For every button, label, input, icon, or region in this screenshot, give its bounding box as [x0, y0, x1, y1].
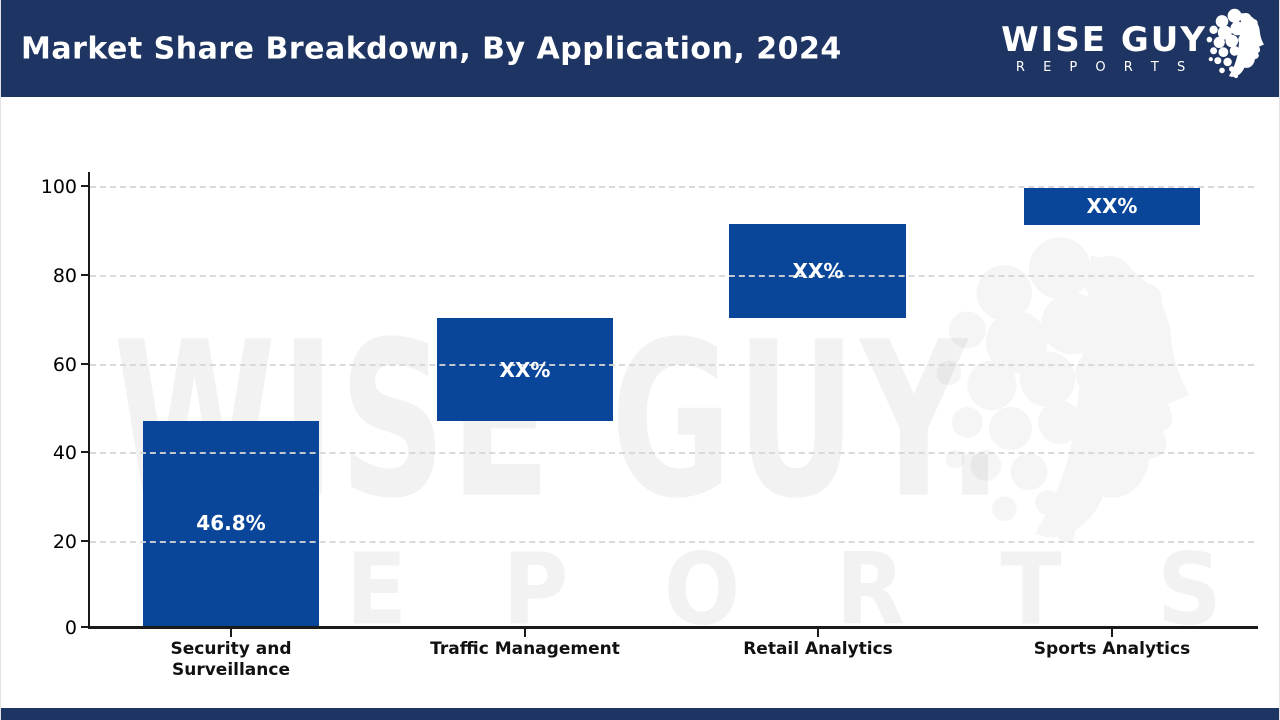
y-axis-spine [88, 172, 90, 629]
x-axis-spine [88, 626, 1258, 629]
x-category-label: Retail Analytics [743, 639, 893, 659]
logo-wordmark: WISE GUY [1001, 19, 1207, 60]
gridline-80 [90, 275, 1254, 277]
bar-retail-analytics [729, 224, 906, 318]
y-tick-label: 100 [40, 176, 77, 198]
x-tick [524, 629, 526, 637]
x-tick [230, 629, 232, 637]
x-category-label: Traffic Management [430, 639, 620, 659]
bar-value-label: XX% [499, 358, 551, 382]
page-title: Market Share Breakdown, By Application, … [21, 31, 842, 66]
wise-guy-reports-logo: WISE GUY R E P O R T S [1001, 4, 1271, 92]
y-tick-label: 0 [64, 617, 77, 639]
logo-subtitle: R E P O R T S [1015, 59, 1193, 75]
gridline-100 [90, 186, 1254, 188]
y-tick-label: 60 [52, 354, 77, 376]
y-tick-80 [81, 274, 89, 276]
bar-security-surveillance [143, 421, 319, 627]
logo-text: WISE GUY R E P O R T S [1001, 22, 1207, 75]
x-tick [817, 629, 819, 637]
bar-value-label: 46.8% [196, 511, 266, 535]
y-tick-0 [81, 626, 89, 628]
y-tick-40 [81, 451, 89, 453]
watermark-head-logo [936, 237, 1190, 543]
y-tick-label: 20 [52, 531, 77, 553]
y-tick-20 [81, 540, 89, 542]
y-tick-60 [81, 363, 89, 365]
x-category-label: Sports Analytics [1033, 639, 1191, 659]
y-tick-100 [81, 185, 89, 187]
bar-value-label: XX% [792, 259, 844, 283]
x-category-label: Security and Surveillance [170, 639, 292, 680]
y-tick-label: 80 [52, 265, 77, 287]
gridline-40 [90, 452, 1254, 454]
footer-bar [1, 708, 1279, 720]
bar-sports-analytics [1024, 188, 1200, 225]
header-bar: Market Share Breakdown, By Application, … [1, 0, 1279, 97]
y-tick-label: 40 [52, 442, 77, 464]
logo-head-icon [1206, 8, 1264, 79]
gridline-60 [90, 364, 1254, 366]
x-tick [1111, 629, 1113, 637]
bar-value-label: XX% [1086, 194, 1138, 218]
bar-traffic-management [437, 318, 613, 421]
gridline-20 [90, 541, 1254, 543]
